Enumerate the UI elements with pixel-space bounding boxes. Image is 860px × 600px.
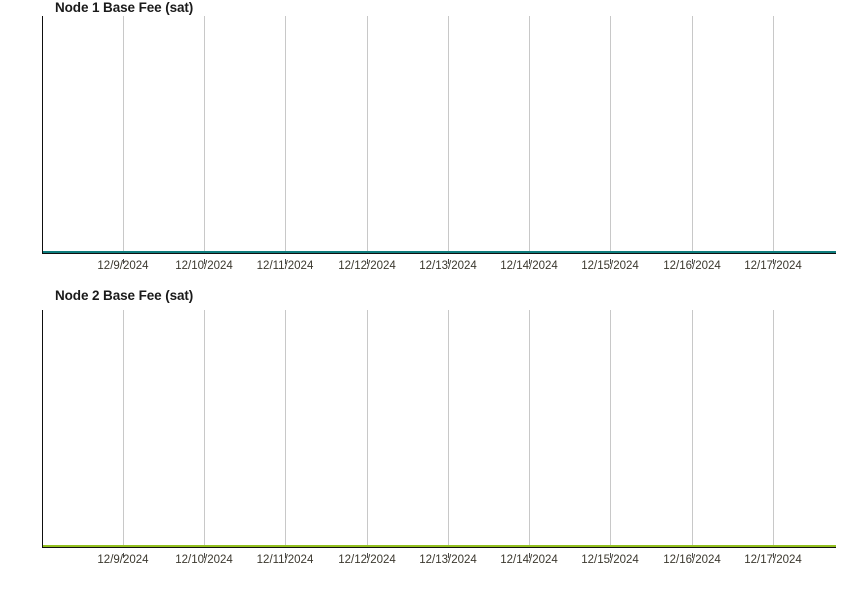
x-axis-tick-mark xyxy=(773,259,774,264)
x-axis-tick-label: 12/9/2024 xyxy=(97,554,149,566)
x-axis-tick-mark xyxy=(285,259,286,264)
x-axis-tick-mark xyxy=(367,553,368,558)
gridline xyxy=(123,16,124,253)
gridline xyxy=(529,310,530,547)
x-axis-tick-mark xyxy=(123,553,124,558)
y-axis-line-node1 xyxy=(42,16,43,254)
x-axis-tick-mark xyxy=(448,553,449,558)
gridline xyxy=(610,16,611,253)
gridline xyxy=(367,310,368,547)
x-axis-tick-mark xyxy=(123,259,124,264)
plot-inner-node1 xyxy=(42,16,836,254)
x-axis-tick-label: 12/12/2024 xyxy=(338,260,396,272)
x-axis-tick-label: 12/11/2024 xyxy=(256,554,314,566)
x-axis-tick-mark xyxy=(692,553,693,558)
x-axis-tick-mark xyxy=(367,259,368,264)
chart-panel-node1: Node 1 Base Fee (sat) 12/9/2024 12/10/202… xyxy=(0,0,860,288)
x-axis-tick-label: 12/16/2024 xyxy=(663,554,721,566)
x-axis-tick-label: 12/15/2024 xyxy=(581,554,639,566)
gridline xyxy=(367,16,368,253)
y-axis-line-node2 xyxy=(42,310,43,548)
x-axis-tick-label: 12/14/2024 xyxy=(500,260,558,272)
chart-title-node2: Node 2 Base Fee (sat) xyxy=(55,288,194,303)
gridline xyxy=(285,16,286,253)
x-axis-tick-label: 12/15/2024 xyxy=(581,260,639,272)
x-axis-tick-labels-node2: 12/9/2024 12/10/2024 12/11/2024 12/12/2024 1… xyxy=(42,553,836,569)
plot-area-node1 xyxy=(42,16,836,254)
x-axis-line-node1 xyxy=(42,253,836,254)
x-axis-tick-label: 12/10/2024 xyxy=(175,554,233,566)
x-axis-tick-mark xyxy=(529,553,530,558)
gridline xyxy=(692,16,693,253)
x-axis-tick-mark xyxy=(692,259,693,264)
x-axis-tick-mark xyxy=(773,553,774,558)
x-axis-tick-label: 12/13/2024 xyxy=(419,554,477,566)
gridline xyxy=(529,16,530,253)
x-axis-tick-label: 12/17/2024 xyxy=(744,554,802,566)
gridline xyxy=(204,310,205,547)
gridline xyxy=(285,310,286,547)
gridline xyxy=(448,310,449,547)
plot-area-node2 xyxy=(42,310,836,548)
x-axis-tick-mark xyxy=(448,259,449,264)
x-axis-tick-label: 12/9/2024 xyxy=(97,260,149,272)
x-axis-tick-label: 12/12/2024 xyxy=(338,554,396,566)
gridline xyxy=(448,16,449,253)
x-axis-tick-label: 12/10/2024 xyxy=(175,260,233,272)
chart-panel-node2: Node 2 Base Fee (sat) 12/9/2024 12/10/202… xyxy=(0,288,860,576)
gridline xyxy=(692,310,693,547)
x-axis-tick-mark xyxy=(285,553,286,558)
x-axis-line-node2 xyxy=(42,547,836,548)
x-axis-tick-mark xyxy=(204,259,205,264)
data-series-line xyxy=(43,545,836,547)
x-axis-tick-label: 12/14/2024 xyxy=(500,554,558,566)
x-axis-tick-labels-node1: 12/9/2024 12/10/2024 12/11/2024 12/12/2024 1… xyxy=(42,259,836,275)
gridline xyxy=(610,310,611,547)
x-axis-tick-label: 12/16/2024 xyxy=(663,260,721,272)
data-series-line xyxy=(43,251,836,253)
x-axis-tick-mark xyxy=(204,553,205,558)
x-axis-tick-label: 12/11/2024 xyxy=(256,260,314,272)
x-axis-tick-mark xyxy=(610,553,611,558)
x-axis-tick-label: 12/13/2024 xyxy=(419,260,477,272)
gridline xyxy=(773,310,774,547)
plot-inner-node2 xyxy=(42,310,836,548)
gridline xyxy=(204,16,205,253)
chart-title-node1: Node 1 Base Fee (sat) xyxy=(55,0,194,15)
gridline xyxy=(773,16,774,253)
x-axis-tick-label: 12/17/2024 xyxy=(744,260,802,272)
gridline xyxy=(123,310,124,547)
x-axis-tick-mark xyxy=(610,259,611,264)
x-axis-tick-mark xyxy=(529,259,530,264)
